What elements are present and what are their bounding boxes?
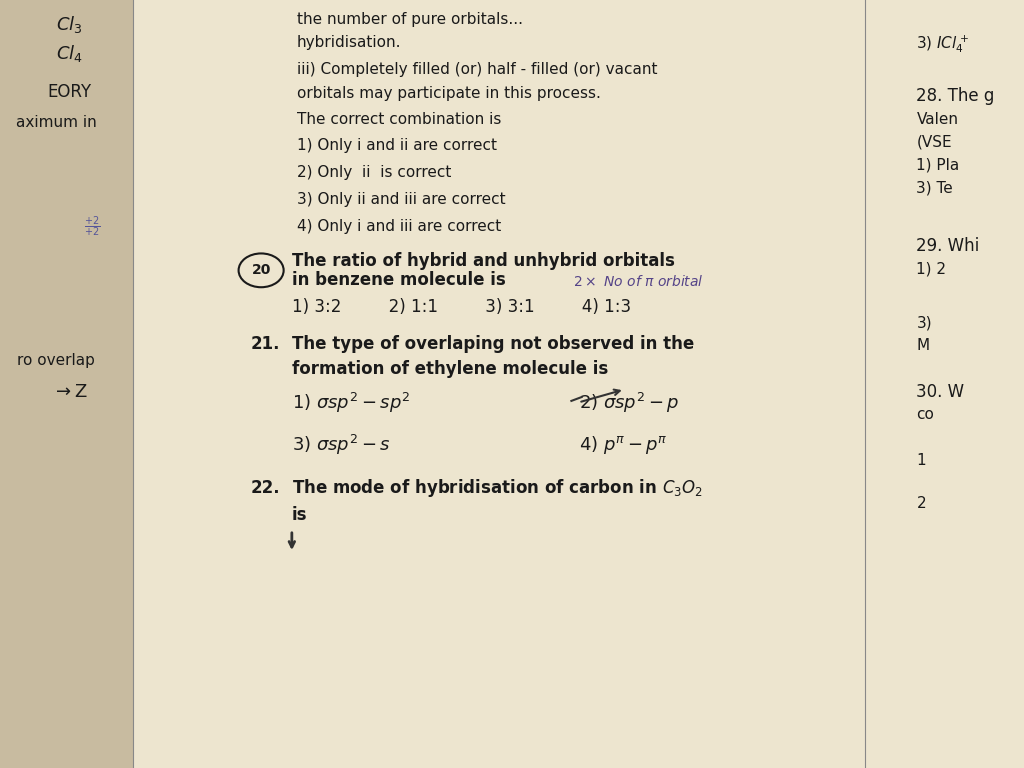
Text: $Cl_3$: $Cl_3$ [56, 14, 83, 35]
Text: the number of pure orbitals...: the number of pure orbitals... [297, 12, 523, 27]
Text: 3) $ICl_4^+$: 3) $ICl_4^+$ [916, 34, 970, 55]
Text: aximum in: aximum in [16, 115, 96, 131]
Text: EORY: EORY [47, 83, 92, 101]
Text: 1) $\sigma sp^2 - sp^2$: 1) $\sigma sp^2 - sp^2$ [292, 391, 410, 415]
FancyBboxPatch shape [865, 0, 1024, 768]
Text: 2) Only  ii  is correct: 2) Only ii is correct [297, 165, 452, 180]
Text: 3): 3) [916, 315, 932, 330]
FancyBboxPatch shape [0, 0, 133, 768]
Text: ro overlap: ro overlap [17, 353, 95, 369]
Text: iii) Completely filled (or) half - filled (or) vacant: iii) Completely filled (or) half - fille… [297, 61, 657, 77]
Text: 29. Whi: 29. Whi [916, 237, 980, 255]
Text: 22.: 22. [251, 478, 281, 497]
Text: The type of overlaping not observed in the: The type of overlaping not observed in t… [292, 335, 694, 353]
Text: 30. W: 30. W [916, 382, 965, 401]
Text: $\rightarrow$Z: $\rightarrow$Z [52, 382, 87, 401]
Text: Valen: Valen [916, 111, 958, 127]
FancyBboxPatch shape [123, 0, 1024, 768]
Text: The mode of hybridisation of carbon in $C_3O_2$: The mode of hybridisation of carbon in $… [292, 477, 702, 498]
Text: The ratio of hybrid and unhybrid orbitals: The ratio of hybrid and unhybrid orbital… [292, 252, 675, 270]
Text: 1) Pla: 1) Pla [916, 157, 959, 173]
Text: $\frac{+2}{+2}$: $\frac{+2}{+2}$ [84, 214, 100, 239]
Text: (VSE: (VSE [916, 134, 952, 150]
Text: co: co [916, 407, 934, 422]
Text: M: M [916, 338, 930, 353]
Text: hybridisation.: hybridisation. [297, 35, 401, 50]
Text: 4) Only i and iii are correct: 4) Only i and iii are correct [297, 219, 501, 234]
Text: 1) 3:2         2) 1:1         3) 3:1         4) 1:3: 1) 3:2 2) 1:1 3) 3:1 4) 1:3 [292, 298, 631, 316]
Text: 3) Te: 3) Te [916, 180, 953, 196]
Text: 1) 2: 1) 2 [916, 261, 946, 276]
Text: formation of ethylene molecule is: formation of ethylene molecule is [292, 359, 608, 378]
Text: orbitals may participate in this process.: orbitals may participate in this process… [297, 86, 601, 101]
Text: The correct combination is: The correct combination is [297, 111, 502, 127]
Text: 2: 2 [916, 495, 926, 511]
Text: is: is [292, 505, 307, 524]
Text: 1: 1 [916, 453, 926, 468]
Text: $2 \times$ No of $\pi$ orbital: $2 \times$ No of $\pi$ orbital [573, 274, 705, 290]
Text: 28. The g: 28. The g [916, 87, 995, 105]
Text: $Cl_4$: $Cl_4$ [56, 43, 83, 65]
Text: 21.: 21. [251, 335, 281, 353]
Text: 1) Only i and ii are correct: 1) Only i and ii are correct [297, 138, 497, 154]
Text: 20: 20 [252, 263, 270, 277]
Text: 3) $\sigma sp^2 - s$: 3) $\sigma sp^2 - s$ [292, 433, 391, 458]
Text: 3) Only ii and iii are correct: 3) Only ii and iii are correct [297, 192, 506, 207]
Text: 4) $p^{\pi} - p^{\pi}$: 4) $p^{\pi} - p^{\pi}$ [579, 435, 668, 456]
Text: in benzene molecule is: in benzene molecule is [292, 271, 506, 290]
Text: 2) $\sigma sp^2 - p$: 2) $\sigma sp^2 - p$ [579, 391, 679, 415]
